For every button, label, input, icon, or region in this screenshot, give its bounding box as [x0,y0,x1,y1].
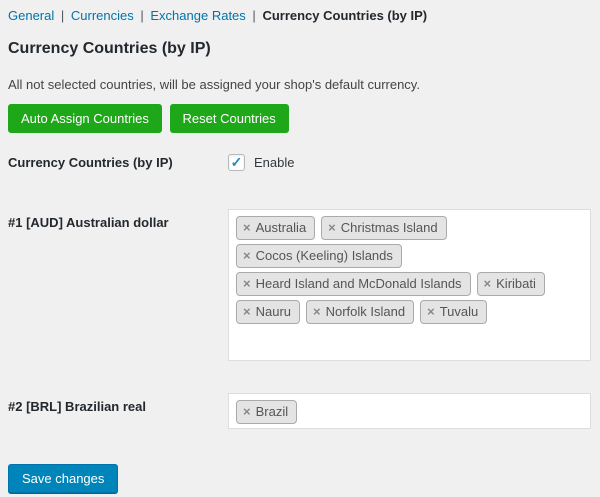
enable-row-label: Currency Countries (by IP) [8,155,173,170]
enable-row: Currency Countries (by IP) ✓ Enable [8,154,592,171]
remove-tag-icon[interactable]: × [243,276,251,291]
currency-row-brl: #2 [BRL] Brazilian real × Brazil [8,393,592,429]
country-tag[interactable]: × Brazil [236,400,298,424]
breadcrumb-link-currencies[interactable]: Currencies [70,8,134,23]
page-description: All not selected countries, will be assi… [8,77,420,92]
breadcrumb: General | Currencies | Exchange Rates | … [8,0,592,23]
breadcrumb-separator: | [60,8,65,23]
country-multiselect-aud[interactable]: × Australia × Christmas Island × Cocos (Keeli… [228,209,591,361]
toolbar: Auto Assign Countries Reset Countries [8,104,592,133]
auto-assign-countries-button[interactable]: Auto Assign Countries [8,104,162,133]
remove-tag-icon[interactable]: × [328,220,336,235]
save-changes-button[interactable]: Save changes [8,464,119,493]
remove-tag-icon[interactable]: × [243,304,251,319]
country-tag[interactable]: × Australia [236,216,316,240]
breadcrumb-link-general[interactable]: General [8,8,55,23]
country-tag-label: Kiribati [496,276,536,291]
country-tag-label: Norfolk Island [325,304,406,319]
enable-checkbox[interactable]: ✓ [228,154,245,171]
country-tag-label: Heard Island and McDonald Islands [255,276,462,291]
remove-tag-icon[interactable]: × [313,304,321,319]
country-tag[interactable]: × Norfolk Island [306,300,415,324]
checkmark-icon: ✓ [230,153,243,170]
remove-tag-icon[interactable]: × [243,220,251,235]
country-tag[interactable]: × Tuvalu [420,300,488,324]
country-tag-label: Cocos (Keeling) Islands [255,248,393,263]
country-tag[interactable]: × Heard Island and McDonald Islands [236,272,471,296]
country-tag-label: Australia [255,220,307,235]
currency-row-aud-label: #1 [AUD] Australian dollar [8,215,169,230]
country-tag-label: Tuvalu [439,304,479,319]
country-tag[interactable]: × Kiribati [476,272,545,296]
remove-tag-icon[interactable]: × [483,276,492,291]
page-title: Currency Countries (by IP) [8,40,211,57]
remove-tag-icon[interactable]: × [243,248,251,263]
enable-checkbox-wrap: ✓ Enable [228,154,294,171]
country-tag[interactable]: × Cocos (Keeling) Islands [236,244,402,268]
currency-row-brl-label: #2 [BRL] Brazilian real [8,399,146,414]
country-tag-label: Brazil [255,404,289,419]
country-tag[interactable]: × Nauru [236,300,301,324]
currency-row-aud: #1 [AUD] Australian dollar × Australia × Ch… [8,209,592,361]
country-tag[interactable]: × Christmas Island [321,216,447,240]
enable-checkbox-label: Enable [254,155,295,170]
country-tag-label: Christmas Island [340,220,438,235]
reset-countries-button[interactable]: Reset Countries [169,104,289,133]
country-tag-label: Nauru [255,304,292,319]
remove-tag-icon[interactable]: × [243,404,251,419]
breadcrumb-current: Currency Countries (by IP) [262,8,428,23]
country-multiselect-brl[interactable]: × Brazil [228,393,591,429]
breadcrumb-link-exchange-rates[interactable]: Exchange Rates [150,8,246,23]
remove-tag-icon[interactable]: × [427,304,435,319]
breadcrumb-separator: | [252,8,256,23]
breadcrumb-separator: | [140,8,144,23]
